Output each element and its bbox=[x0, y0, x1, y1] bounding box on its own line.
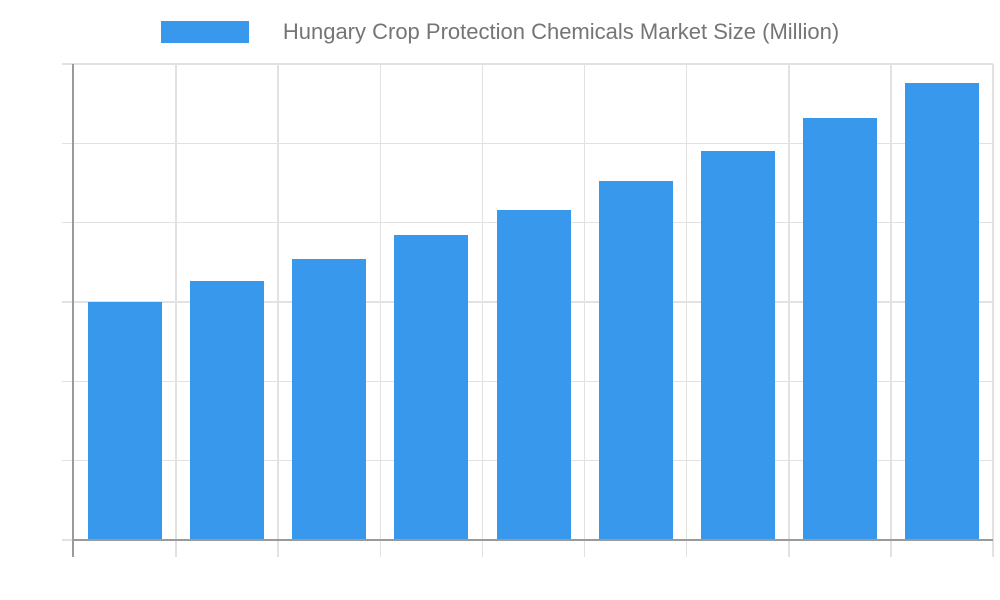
x-axis-tick bbox=[788, 540, 790, 557]
x-axis-tick bbox=[277, 540, 279, 557]
chart-legend: Hungary Crop Protection Chemicals Market… bbox=[0, 17, 1000, 47]
bar-2033[interactable] bbox=[904, 83, 979, 540]
bar-2029[interactable] bbox=[496, 209, 571, 540]
x-axis-tick bbox=[379, 540, 382, 557]
x-axis-tick bbox=[481, 540, 484, 557]
h-gridline bbox=[74, 142, 993, 145]
v-gridline bbox=[890, 64, 892, 540]
v-gridline bbox=[379, 64, 382, 540]
v-gridline bbox=[583, 64, 586, 540]
v-gridline bbox=[685, 64, 688, 540]
y-axis-tick bbox=[62, 539, 74, 541]
x-axis-tick bbox=[890, 540, 892, 557]
y-axis-tick bbox=[62, 221, 74, 224]
x-axis-tick bbox=[175, 540, 177, 557]
v-gridline bbox=[175, 64, 177, 540]
y-axis-tick bbox=[62, 459, 74, 462]
v-gridline bbox=[277, 64, 279, 540]
bar-2025[interactable] bbox=[88, 302, 163, 540]
x-axis-tick bbox=[685, 540, 688, 557]
y-axis-tick bbox=[62, 380, 74, 383]
v-gridline bbox=[992, 64, 994, 540]
legend-label: Hungary Crop Protection Chemicals Market… bbox=[282, 19, 840, 44]
y-axis-tick bbox=[62, 142, 74, 145]
v-gridline bbox=[788, 64, 790, 540]
y-axis-tick bbox=[62, 63, 74, 65]
x-axis-tick bbox=[583, 540, 586, 557]
bar-2027[interactable] bbox=[292, 259, 367, 540]
y-axis-line bbox=[72, 64, 74, 557]
x-axis-tick bbox=[992, 540, 994, 557]
bar-2028[interactable] bbox=[394, 235, 469, 540]
bar-2026[interactable] bbox=[190, 281, 265, 540]
bar-2032[interactable] bbox=[802, 117, 877, 540]
bar-2031[interactable] bbox=[700, 151, 775, 540]
bar-2030[interactable] bbox=[598, 181, 673, 540]
v-gridline bbox=[481, 64, 484, 540]
y-axis-tick bbox=[62, 301, 74, 303]
h-gridline bbox=[74, 63, 993, 65]
legend-swatch-icon bbox=[160, 21, 249, 43]
legend-item[interactable]: Hungary Crop Protection Chemicals Market… bbox=[160, 19, 840, 45]
x-axis-line bbox=[74, 539, 993, 541]
